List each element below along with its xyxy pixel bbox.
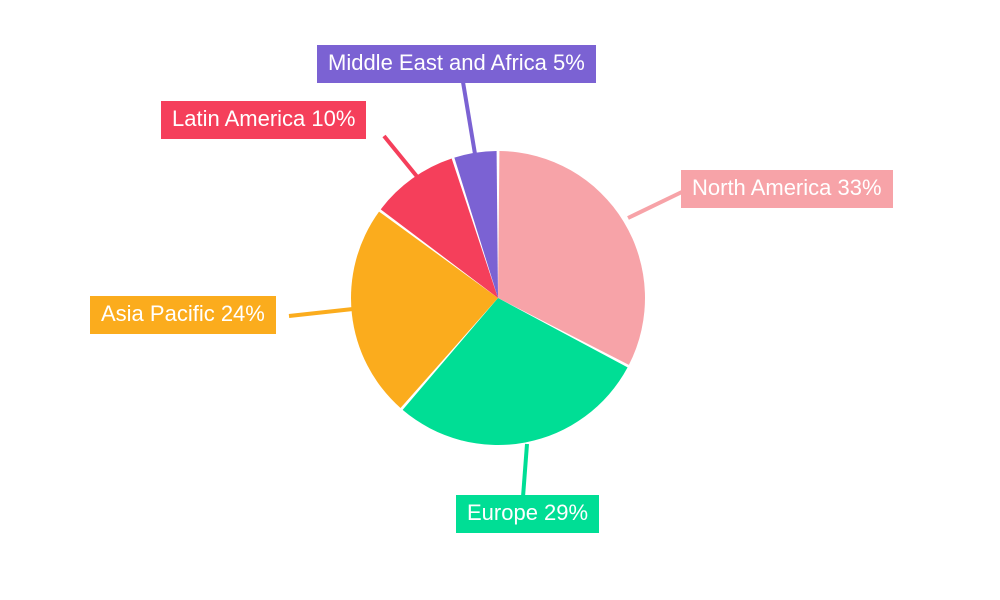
- pie-slice-middle-east-and-africa[interactable]: [454, 151, 498, 298]
- leader-line-north-america: [627, 188, 687, 220]
- pie-label-europe[interactable]: Europe 29%: [456, 495, 600, 533]
- pie-slice-europe[interactable]: [402, 298, 628, 445]
- leader-lines: [288, 81, 687, 498]
- pie-label-latin-america[interactable]: Latin America 10%: [161, 101, 367, 139]
- pie-label-north-america[interactable]: North America 33%: [681, 170, 893, 208]
- leader-line-asia-pacific: [288, 307, 354, 318]
- pie-label-asia-pacific[interactable]: Asia Pacific 24%: [90, 296, 276, 334]
- leader-line-latin-america: [382, 134, 421, 181]
- pie-slices: [351, 151, 645, 445]
- leader-line-middle-east-africa: [461, 81, 477, 155]
- pie-slice-asia-pacific[interactable]: [351, 211, 498, 409]
- pie-label-middle-east-and-africa[interactable]: Middle East and Africa 5%: [317, 45, 596, 83]
- pie-slice-north-america[interactable]: [498, 151, 645, 365]
- pie-slice-latin-america[interactable]: [380, 158, 498, 298]
- leader-line-europe: [521, 443, 529, 498]
